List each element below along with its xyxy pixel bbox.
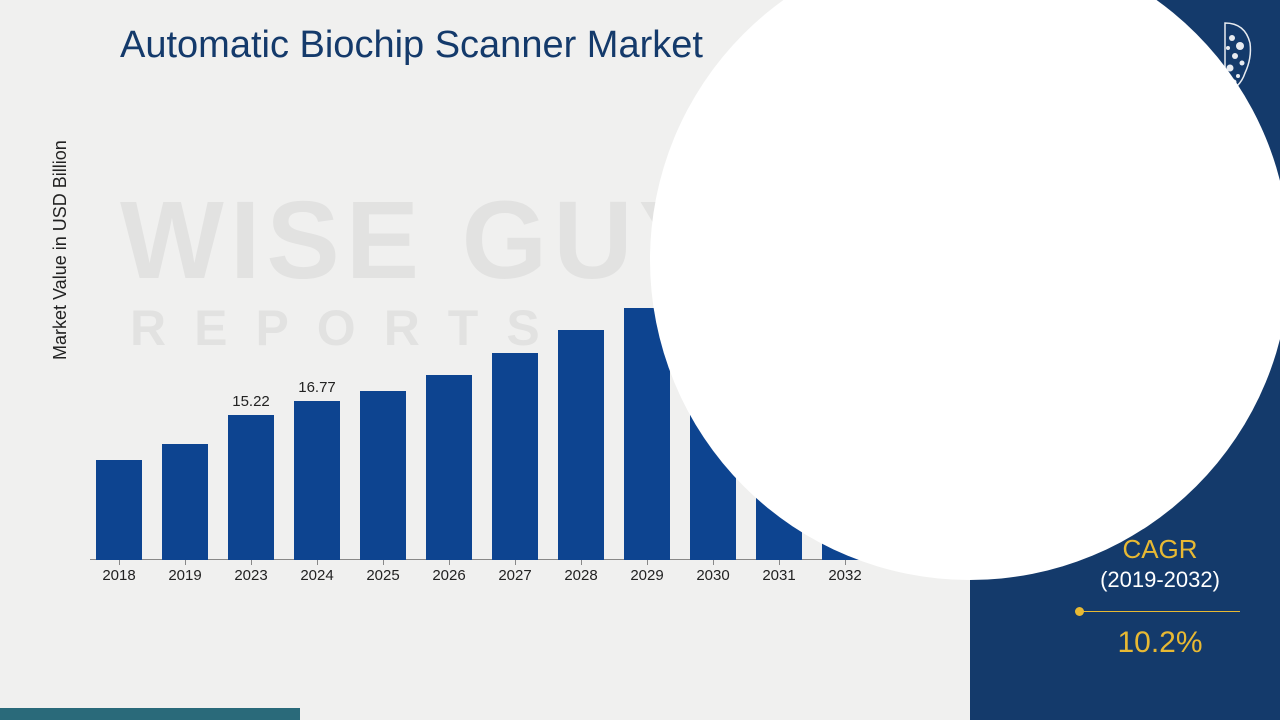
x-tick: [581, 560, 582, 565]
bar-group: 2018: [96, 460, 142, 560]
bar: [294, 401, 340, 560]
bar-value-label: 15.22: [232, 393, 270, 410]
cagr-divider: [1080, 611, 1240, 612]
cagr-period: (2019-2032): [1060, 567, 1260, 593]
x-tick-label: 2031: [762, 567, 795, 584]
bar: [228, 415, 274, 560]
x-tick: [449, 560, 450, 565]
bar-group: 15.222023: [228, 415, 274, 560]
x-tick-label: 2028: [564, 567, 597, 584]
bar-group: 2025: [360, 391, 406, 560]
cagr-label: CAGR: [1060, 534, 1260, 565]
x-tick: [779, 560, 780, 565]
cagr-block: CAGR (2019-2032) 10.2%: [1060, 534, 1260, 660]
cagr-value: 10.2%: [1060, 626, 1260, 660]
x-tick-label: 2026: [432, 567, 465, 584]
logo-main-text: WISE GUY: [984, 20, 1180, 62]
bar-group: 16.772024: [294, 401, 340, 560]
x-tick: [251, 560, 252, 565]
x-tick: [185, 560, 186, 565]
bar-group: 2027: [492, 353, 538, 560]
logo-head-icon: [1190, 18, 1260, 98]
x-tick-label: 2023: [234, 567, 267, 584]
x-tick-label: 2030: [696, 567, 729, 584]
bottom-accent-strip: [0, 708, 300, 720]
brand-logo: WISE GUY REPORTS: [984, 20, 1180, 76]
bar: [492, 353, 538, 560]
side-panel: WISE GUY REPORTS CAGR (2019-2032) 10.2%: [970, 0, 1280, 720]
x-tick-label: 2032: [828, 567, 861, 584]
bar: [360, 391, 406, 560]
bar: [426, 375, 472, 560]
x-tick-label: 2024: [300, 567, 333, 584]
bar: [162, 444, 208, 560]
x-tick: [647, 560, 648, 565]
x-tick: [119, 560, 120, 565]
x-tick-label: 2027: [498, 567, 531, 584]
x-tick-label: 2025: [366, 567, 399, 584]
bar-group: 2028: [558, 330, 604, 560]
x-tick: [845, 560, 846, 565]
y-axis-label: Market Value in USD Billion: [50, 140, 71, 360]
bar: [558, 330, 604, 560]
x-tick-label: 2018: [102, 567, 135, 584]
x-tick: [515, 560, 516, 565]
x-tick: [383, 560, 384, 565]
bar-value-label: 16.77: [298, 379, 336, 396]
x-tick-label: 2019: [168, 567, 201, 584]
bar-group: 2019: [162, 444, 208, 560]
x-tick: [713, 560, 714, 565]
bar-group: 2026: [426, 375, 472, 560]
chart-title: Automatic Biochip Scanner Market: [120, 24, 703, 67]
x-tick: [317, 560, 318, 565]
x-tick-label: 2029: [630, 567, 663, 584]
bar: [96, 460, 142, 560]
